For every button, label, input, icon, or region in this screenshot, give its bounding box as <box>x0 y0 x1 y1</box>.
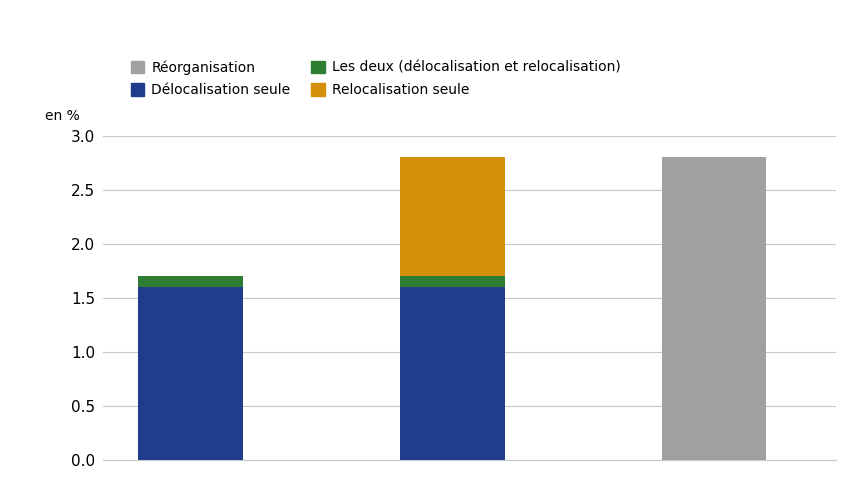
Bar <box>661 157 765 460</box>
Bar <box>400 287 504 460</box>
Bar <box>138 276 243 287</box>
Bar <box>400 157 504 276</box>
Bar <box>400 276 504 287</box>
Bar <box>138 287 243 460</box>
Text: en %: en % <box>45 108 79 122</box>
Legend: Réorganisation, Délocalisation seule, Les deux (délocalisation et relocalisation: Réorganisation, Délocalisation seule, Le… <box>125 55 626 103</box>
